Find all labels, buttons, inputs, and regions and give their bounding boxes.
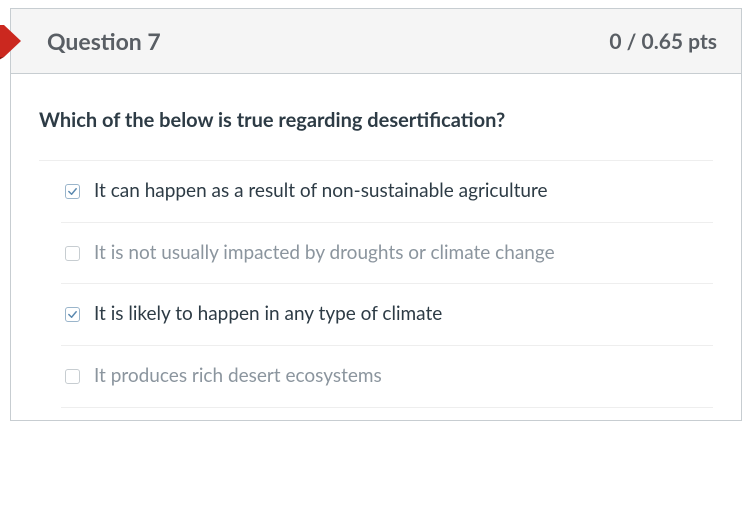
question-title: Question 7 <box>47 27 161 55</box>
answer-row: It is likely to happen in any type of cl… <box>61 284 713 346</box>
answer-text: It is not usually impacted by droughts o… <box>94 241 555 266</box>
checkbox-unchecked-icon[interactable] <box>65 369 80 384</box>
checkbox-checked-icon[interactable] <box>65 184 80 199</box>
question-header: Question 7 0 / 0.65 pts <box>11 9 741 74</box>
checkbox-checked-icon[interactable] <box>65 307 80 322</box>
answer-row: It is not usually impacted by droughts o… <box>61 223 713 285</box>
question-points: 0 / 0.65 pts <box>609 29 717 54</box>
arrow-marker-icon <box>0 22 23 60</box>
question-text: Which of the below is true regarding des… <box>39 108 713 132</box>
answer-text: It can happen as a result of non-sustain… <box>94 179 548 204</box>
check-icon <box>67 186 78 197</box>
answer-text: It is likely to happen in any type of cl… <box>94 302 442 327</box>
check-icon <box>67 309 78 320</box>
answer-list: It can happen as a result of non-sustain… <box>39 160 713 408</box>
answer-row: It produces rich desert ecosystems <box>61 346 713 408</box>
answer-row: It can happen as a result of non-sustain… <box>61 161 713 223</box>
answer-text: It produces rich desert ecosystems <box>94 364 382 389</box>
question-body: Which of the below is true regarding des… <box>11 74 741 420</box>
question-card: Question 7 0 / 0.65 pts Which of the bel… <box>10 8 742 421</box>
checkbox-unchecked-icon[interactable] <box>65 246 80 261</box>
